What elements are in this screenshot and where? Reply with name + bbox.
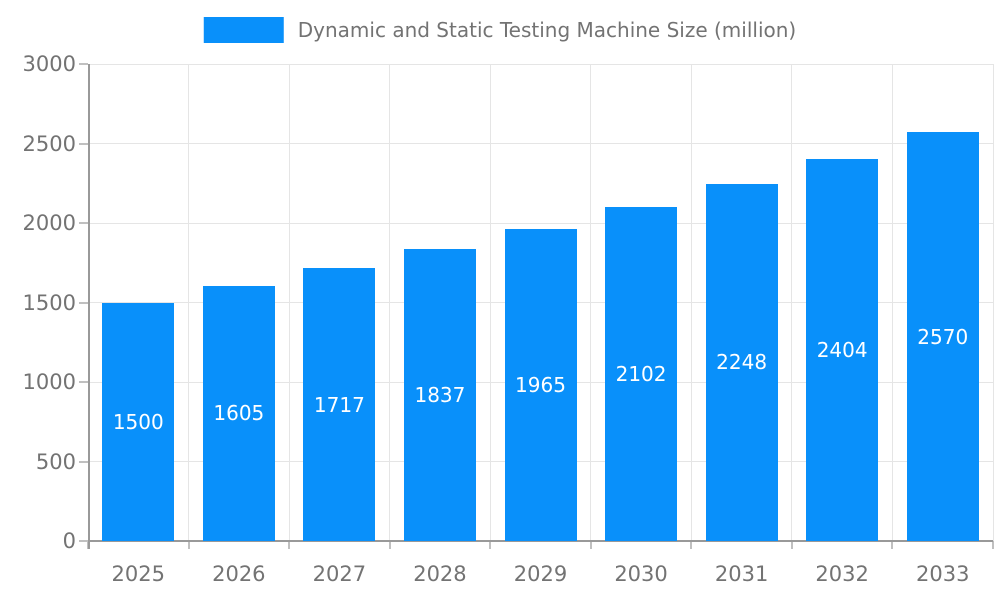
- gridline-v: [489, 64, 491, 541]
- x-tick: [992, 541, 994, 549]
- x-tick: [187, 541, 190, 549]
- x-axis-tick-label: 2026: [212, 562, 266, 586]
- gridline-h: [88, 63, 993, 65]
- bar-value-label: 1717: [313, 392, 365, 417]
- gridline-v: [891, 64, 893, 541]
- plot-area: 0 500 1000 1500 2000 2500 3000 1500 2025 1605 2026…: [23, 52, 994, 586]
- x-axis-tick-label: 2030: [614, 562, 668, 586]
- x-tick: [489, 541, 492, 549]
- bar-value-label: 2102: [615, 361, 667, 386]
- x-tick: [891, 541, 894, 549]
- x-tick: [790, 541, 793, 549]
- gridline-v: [791, 64, 793, 541]
- y-tick: [79, 63, 88, 65]
- bar-value-label: 2570: [917, 324, 969, 349]
- bar: 1837: [403, 248, 476, 541]
- x-axis-tick-label: 2027: [312, 562, 367, 586]
- y-tick: [79, 381, 88, 383]
- x-axis-tick-label: 2032: [815, 562, 869, 586]
- x-tick: [288, 541, 291, 549]
- bar: 2102: [605, 206, 678, 541]
- x-tick: [690, 541, 693, 549]
- y-tick: [79, 540, 88, 542]
- y-axis-tick-label: 3000: [22, 52, 76, 76]
- y-axis-tick-label: 0: [62, 529, 76, 553]
- x-axis-tick-label: 2025: [111, 562, 165, 586]
- gridline-v: [590, 64, 592, 541]
- bar: 2404: [806, 158, 879, 541]
- bar: 1605: [202, 285, 275, 541]
- x-axis-tick-label: 2033: [915, 562, 970, 586]
- bar: 1500: [102, 302, 175, 541]
- bar: 1717: [303, 268, 376, 541]
- gridline-v: [992, 64, 994, 541]
- bar-value-label: 1500: [112, 409, 164, 434]
- gridline-h: [88, 222, 993, 224]
- x-axis-tick-label: 2029: [513, 562, 568, 586]
- y-axis-line: [88, 64, 90, 549]
- gridline-v: [288, 64, 290, 541]
- x-tick: [589, 541, 592, 549]
- x-axis-tick-label: 2028: [413, 562, 467, 586]
- bar-value-label: 1605: [213, 401, 265, 426]
- y-axis-tick-label: 2000: [22, 211, 76, 235]
- y-axis-tick-label: 2500: [22, 131, 76, 156]
- gridline-v: [690, 64, 692, 541]
- gridline-v: [389, 64, 391, 541]
- y-tick: [79, 142, 88, 145]
- bar-value-label: 1965: [515, 372, 566, 397]
- x-tick: [388, 541, 391, 549]
- legend-label: Dynamic and Static Testing Machine Size …: [297, 18, 797, 42]
- y-axis-tick-label: 1500: [22, 290, 76, 315]
- gridline-h: [88, 143, 993, 144]
- legend: Dynamic and Static Testing Machine Size …: [203, 17, 797, 43]
- y-axis-tick-label: 500: [35, 449, 76, 474]
- x-axis-line: [88, 540, 993, 542]
- bar: 1965: [504, 228, 577, 541]
- x-axis-tick-label: 2031: [714, 562, 769, 586]
- y-axis-tick-label: 1000: [22, 370, 76, 394]
- bar-value-label: 2248: [716, 350, 768, 375]
- y-tick: [79, 460, 88, 463]
- y-tick: [79, 301, 88, 304]
- bar-value-label: 2404: [816, 337, 868, 362]
- y-tick: [79, 222, 88, 224]
- gridline-v: [188, 64, 190, 541]
- legend-swatch-icon: [203, 17, 284, 43]
- bar: 2248: [705, 183, 778, 541]
- bar-value-label: 1837: [414, 382, 466, 407]
- bar: 2570: [906, 132, 979, 541]
